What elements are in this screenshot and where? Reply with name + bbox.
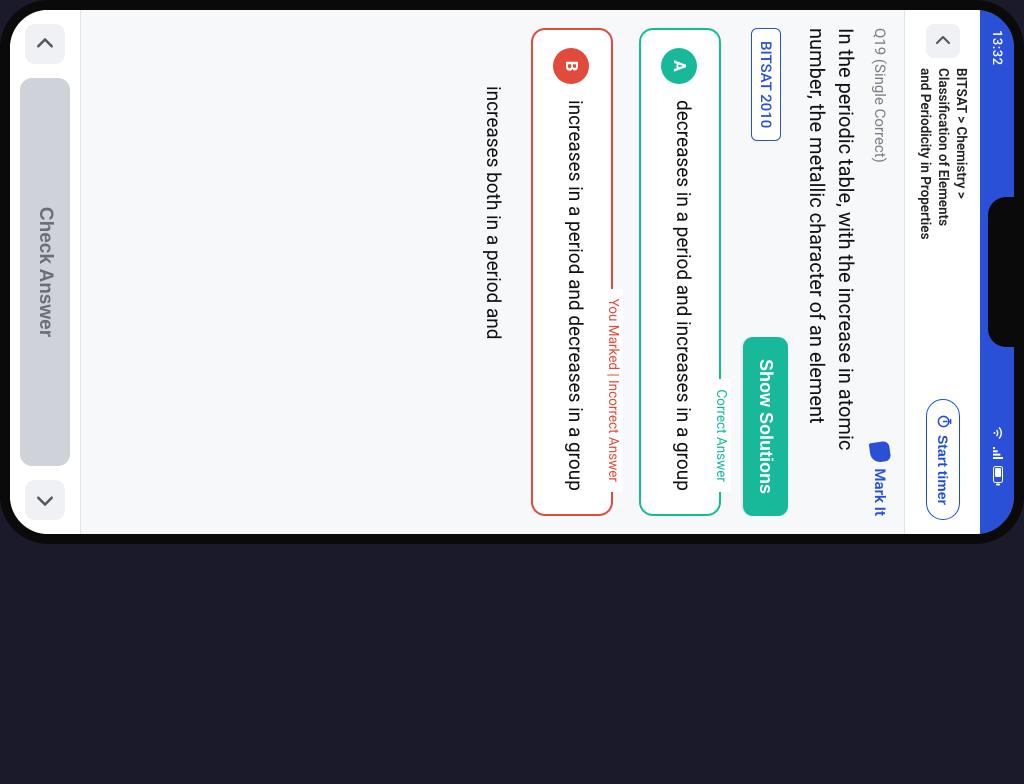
tag-solutions-row: BITSAT 2010 Show Solutions: [743, 28, 788, 516]
breadcrumb: BITSAT > Chemistry > Classification of E…: [915, 68, 970, 389]
next-question-button[interactable]: [25, 480, 65, 520]
question-meta-row: Q19 (Single Correct) Mark It: [870, 28, 890, 516]
phone-notch: [988, 197, 1014, 347]
back-button[interactable]: [926, 24, 960, 58]
check-answer-button[interactable]: Check Answer: [20, 78, 70, 466]
exam-year-tag[interactable]: BITSAT 2010: [751, 28, 781, 141]
start-timer-button[interactable]: Start timer: [926, 399, 960, 520]
correct-answer-badge: Correct Answer: [711, 379, 731, 492]
prev-question-button[interactable]: [25, 24, 65, 64]
breadcrumb-topic-1: Classification of Elements: [934, 68, 952, 389]
option-a-text: decreases in a period and increases in a…: [670, 100, 698, 491]
signal-icon: [991, 446, 1004, 460]
mark-it-button[interactable]: Mark It: [870, 442, 890, 516]
breadcrumb-path: BITSAT > Chemistry >: [952, 68, 970, 389]
app-header: BITSAT > Chemistry > Classification of E…: [904, 10, 980, 534]
option-b-text: increases in a period and decreases in a…: [562, 100, 590, 491]
wifi-icon: [991, 426, 1004, 440]
option-b-letter: B: [553, 48, 589, 84]
incorrect-answer-badge: You Marked | Incorrect Answer: [603, 289, 623, 492]
question-content: Q19 (Single Correct) Mark It In the peri…: [10, 10, 904, 534]
start-timer-label: Start timer: [935, 435, 951, 505]
stopwatch-icon: [934, 414, 952, 429]
show-solutions-button[interactable]: Show Solutions: [743, 337, 788, 516]
phone-frame: 13:32 BITSAT > Chemistry > Classificatio…: [0, 0, 1024, 544]
question-stem: In the periodic table, with the increase…: [802, 28, 860, 516]
option-a[interactable]: Correct Answer A decreases in a period a…: [639, 28, 721, 516]
footer-bar: Check Answer: [10, 10, 81, 534]
status-time: 13:32: [990, 30, 1005, 65]
mark-it-label: Mark It: [871, 468, 889, 516]
breadcrumb-topic-2: and Periodicity in Properties: [915, 68, 933, 389]
option-c-partial: increases both in a period and: [478, 28, 505, 516]
bookmark-icon: [869, 441, 892, 464]
option-a-letter: A: [661, 48, 697, 84]
battery-icon: [991, 466, 1004, 486]
question-number: Q19 (Single Correct): [871, 28, 889, 163]
status-right-icons: [991, 426, 1004, 486]
option-b[interactable]: You Marked | Incorrect Answer B increase…: [531, 28, 613, 516]
